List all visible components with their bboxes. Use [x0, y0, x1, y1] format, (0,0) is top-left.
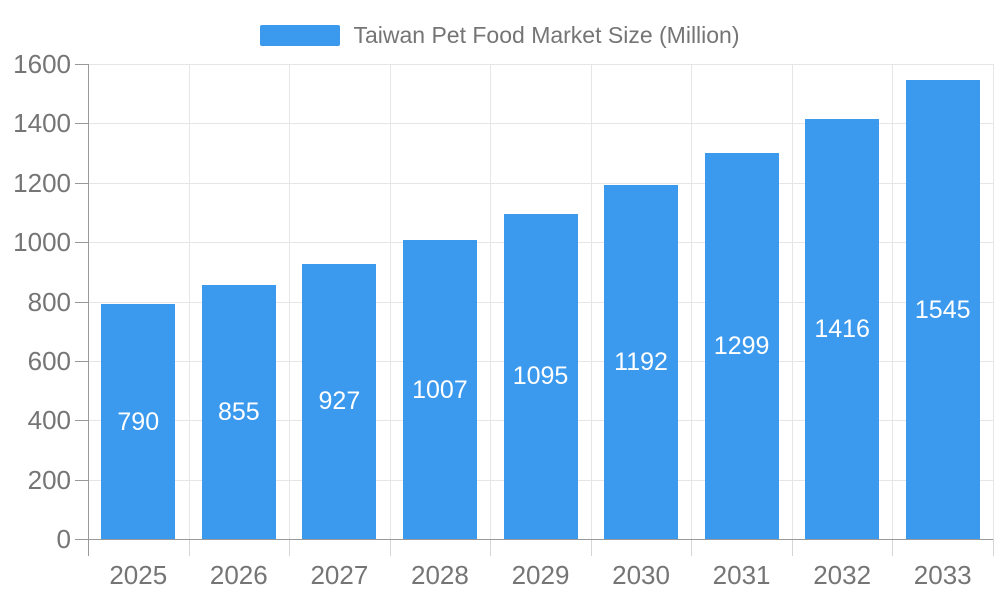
- x-axis-tick: [993, 539, 994, 556]
- x-axis-line: [75, 539, 993, 540]
- x-axis-tick: [389, 539, 391, 556]
- vertical-gridline: [791, 64, 793, 539]
- vertical-gridline: [691, 64, 693, 539]
- y-axis-tick-label: 400: [27, 405, 71, 436]
- y-axis-tick-label: 800: [27, 286, 71, 317]
- bar-2033[interactable]: [905, 80, 980, 539]
- vertical-gridline: [590, 64, 592, 539]
- y-axis-tick-label: 1000: [13, 227, 71, 258]
- bar-2030[interactable]: [604, 185, 679, 539]
- bar-2027[interactable]: [302, 263, 377, 539]
- bar-2025[interactable]: [101, 304, 176, 539]
- x-axis-tick: [892, 539, 894, 556]
- horizontal-gridline: [88, 64, 993, 65]
- y-axis-tick-label: 1200: [13, 167, 71, 198]
- x-axis-tick-label: 2029: [511, 560, 570, 590]
- x-axis-tick-label: 2032: [813, 560, 872, 590]
- legend-item[interactable]: Taiwan Pet Food Market Size (Million): [0, 22, 1000, 48]
- x-axis-tick-label: 2033: [913, 560, 972, 590]
- bar-2028[interactable]: [402, 240, 477, 539]
- y-axis-tick-label: 200: [27, 464, 71, 495]
- vertical-gridline: [993, 64, 994, 539]
- x-axis-tick-label: 2027: [310, 560, 369, 590]
- x-axis-tick-label: 2026: [209, 560, 268, 590]
- bar-2029[interactable]: [503, 213, 578, 539]
- x-axis-tick-label: 2025: [109, 560, 168, 590]
- vertical-gridline: [188, 64, 190, 539]
- y-axis-tick: [75, 301, 88, 303]
- legend-label: Taiwan Pet Food Market Size (Million): [353, 21, 740, 48]
- y-axis-tick-label: 1600: [13, 49, 71, 79]
- y-axis-tick: [75, 360, 88, 362]
- x-axis-tick: [490, 539, 492, 556]
- x-axis-tick: [188, 539, 190, 556]
- y-axis-tick: [75, 479, 88, 481]
- horizontal-gridline: [88, 182, 993, 184]
- vertical-gridline: [490, 64, 492, 539]
- y-axis-tick: [75, 182, 88, 184]
- bar-2026[interactable]: [201, 285, 276, 539]
- vertical-gridline: [289, 64, 291, 539]
- x-axis-tick-label: 2028: [411, 560, 469, 590]
- x-axis-tick: [691, 539, 693, 556]
- bar-2031[interactable]: [704, 153, 779, 539]
- legend-swatch: [260, 24, 341, 46]
- vertical-gridline: [389, 64, 391, 539]
- bar-2032[interactable]: [805, 118, 880, 539]
- y-axis-line: [88, 64, 89, 556]
- y-axis-tick-label: 600: [27, 345, 71, 376]
- y-axis-tick: [75, 123, 88, 125]
- y-axis-tick: [75, 242, 88, 244]
- vertical-gridline: [892, 64, 894, 539]
- x-axis-tick: [590, 539, 592, 556]
- y-axis-tick: [75, 420, 88, 422]
- x-axis-tick-label: 2030: [612, 560, 670, 590]
- horizontal-gridline: [88, 123, 993, 125]
- x-axis-tick-label: 2031: [712, 560, 771, 590]
- y-axis-tick: [75, 64, 88, 65]
- y-axis-tick-label: 0: [56, 524, 71, 554]
- y-axis-tick-label: 1400: [13, 108, 71, 139]
- x-axis-tick: [791, 539, 793, 556]
- x-axis-tick: [289, 539, 291, 556]
